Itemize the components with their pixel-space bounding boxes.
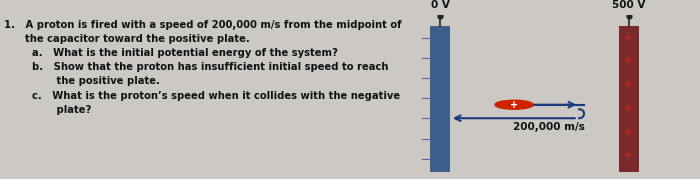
Bar bbox=[430, 26, 450, 172]
Text: +: + bbox=[624, 150, 633, 160]
Text: 200,000 m/s: 200,000 m/s bbox=[513, 122, 585, 132]
Text: +: + bbox=[624, 80, 633, 90]
Text: +: + bbox=[624, 103, 633, 113]
Bar bbox=[619, 26, 638, 172]
Text: +: + bbox=[624, 56, 633, 66]
Text: +: + bbox=[510, 100, 518, 110]
Text: 500 V: 500 V bbox=[612, 0, 645, 10]
Text: 1.   A proton is fired with a speed of 200,000 m/s from the midpoint of
      th: 1. A proton is fired with a speed of 200… bbox=[4, 20, 402, 115]
Circle shape bbox=[495, 100, 533, 109]
Text: +: + bbox=[624, 33, 633, 43]
Text: +: + bbox=[624, 127, 633, 137]
Text: 0 V: 0 V bbox=[430, 0, 449, 10]
